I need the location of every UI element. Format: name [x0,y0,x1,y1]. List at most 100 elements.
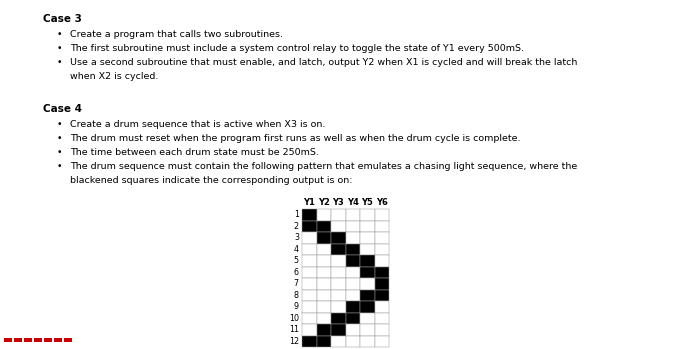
Bar [374,221,389,232]
Text: Y1: Y1 [303,198,315,207]
Bar [374,232,389,244]
Bar [316,301,331,312]
Text: when X2 is cycled.: when X2 is cycled. [70,72,158,81]
Bar [302,232,316,244]
Text: 1: 1 [294,210,299,219]
Bar [316,278,331,290]
Bar [346,312,360,324]
Text: •: • [57,148,62,157]
Bar [360,209,374,221]
Bar [360,278,374,290]
Bar [316,209,331,221]
Bar [316,221,331,232]
Bar [346,290,360,301]
Bar [302,324,316,335]
Bar [346,255,360,267]
Bar [331,244,346,255]
Text: 7: 7 [294,279,299,288]
Bar [331,232,346,244]
Text: •: • [57,162,62,171]
Bar [4,338,12,342]
Bar [360,244,374,255]
Bar [360,255,374,267]
Bar [346,209,360,221]
Bar [316,290,331,301]
Bar [14,338,22,342]
Bar [374,324,389,335]
Bar [302,209,316,221]
Text: •: • [57,120,62,129]
Text: 4: 4 [294,245,299,254]
Text: 8: 8 [294,291,299,300]
Text: 9: 9 [294,302,299,311]
Text: Y2: Y2 [318,198,330,207]
Bar [316,267,331,278]
Bar [331,278,346,290]
Bar [374,278,389,290]
Bar [64,338,72,342]
Text: blackened squares indicate the corresponding output is on:: blackened squares indicate the correspon… [70,176,353,185]
Bar [346,278,360,290]
Bar [331,335,346,347]
Bar [374,255,389,267]
Bar [331,255,346,267]
Bar [360,232,374,244]
Bar [316,324,331,335]
Bar [316,232,331,244]
Text: 12: 12 [289,337,299,346]
Text: Y6: Y6 [376,198,388,207]
Bar [302,335,316,347]
Bar [302,221,316,232]
Bar [34,338,42,342]
Text: The time between each drum state must be 250mS.: The time between each drum state must be… [70,148,319,157]
Bar [302,267,316,278]
Text: Create a drum sequence that is active when X3 is on.: Create a drum sequence that is active wh… [70,120,326,129]
Text: The drum sequence must contain the following pattern that emulates a chasing lig: The drum sequence must contain the follo… [70,162,578,171]
Text: 10: 10 [289,314,299,323]
Bar [360,267,374,278]
Bar [360,221,374,232]
Bar [316,335,331,347]
Bar [331,312,346,324]
Text: Create a program that calls two subroutines.: Create a program that calls two subrouti… [70,30,283,39]
Bar [360,324,374,335]
Bar [374,244,389,255]
Text: 5: 5 [294,256,299,265]
Bar [302,312,316,324]
Bar [302,255,316,267]
Bar [331,290,346,301]
Bar [346,324,360,335]
Bar [331,301,346,312]
Bar [316,312,331,324]
Bar [316,255,331,267]
Text: •: • [57,44,62,53]
Bar [374,267,389,278]
Bar [374,209,389,221]
Bar [374,301,389,312]
Bar [360,312,374,324]
Bar [374,335,389,347]
Bar [346,301,360,312]
Bar [331,221,346,232]
Text: 2: 2 [294,222,299,231]
Bar [346,267,360,278]
Text: The drum must reset when the program first runs as well as when the drum cycle i: The drum must reset when the program fir… [70,134,521,143]
Bar [331,324,346,335]
Bar [302,244,316,255]
Text: Case 4: Case 4 [43,104,82,114]
Bar [316,244,331,255]
Bar [374,312,389,324]
Text: •: • [57,58,62,67]
Bar [346,244,360,255]
Bar [346,221,360,232]
Bar [374,290,389,301]
Text: 3: 3 [294,233,299,242]
Bar [54,338,62,342]
Bar [331,267,346,278]
Text: •: • [57,30,62,39]
Text: 11: 11 [289,325,299,334]
Text: Y3: Y3 [332,198,344,207]
Bar [346,335,360,347]
Bar [302,290,316,301]
Bar [302,301,316,312]
